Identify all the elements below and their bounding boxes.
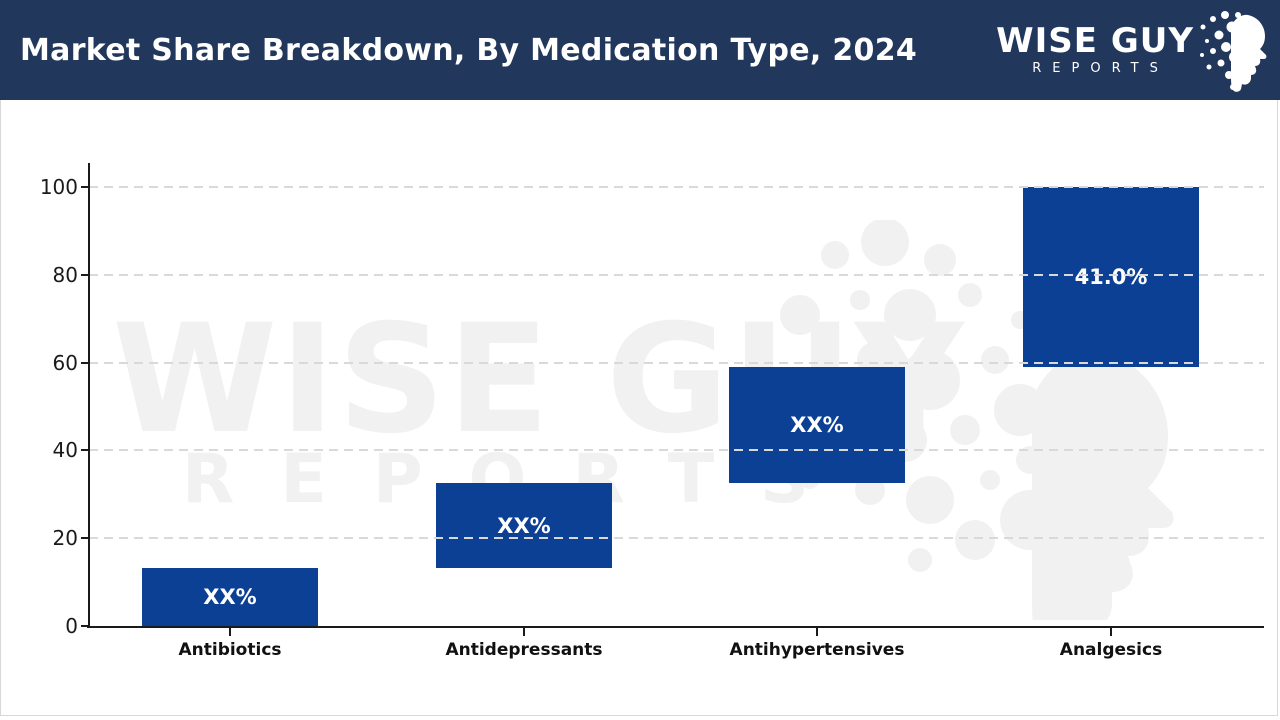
y-tick-label-0: 0 [65, 614, 78, 638]
bar-analgesics: 41.0% [1023, 187, 1199, 367]
x-tick-0 [229, 628, 231, 636]
y-axis [88, 163, 90, 628]
y-tick-label-20: 20 [52, 526, 78, 551]
x-tick-3 [1110, 628, 1112, 636]
y-tick-label-40: 40 [52, 438, 78, 463]
y-tick-label-60: 60 [52, 350, 78, 375]
y-tick-0 [81, 625, 89, 627]
y-tick-label-100: 100 [39, 175, 78, 199]
bar-value-label: XX% [203, 585, 257, 610]
y-tick-100 [81, 186, 89, 188]
x-tick-2 [816, 628, 818, 636]
logo-face-icon [1200, 11, 1267, 92]
gridline-80 [89, 273, 1264, 276]
bar-value-label: XX% [497, 513, 551, 538]
y-tick-40 [81, 449, 89, 452]
logo-subtitle: REPORTS [1032, 61, 1169, 77]
logo-text: WISE GUY REPORTS [996, 20, 1194, 77]
wiseguy-logo: WISE GUY REPORTS [996, 7, 1280, 93]
bar-antihypertensives: XX% [729, 366, 905, 484]
gridline-60 [89, 361, 1264, 364]
gridline-20 [89, 537, 1264, 540]
y-tick-80 [81, 273, 89, 276]
header-band: Market Share Breakdown, By Medication Ty… [0, 0, 1280, 100]
bar-antidepressants: XX% [436, 483, 612, 569]
x-axis [87, 626, 1264, 628]
y-tick-20 [81, 537, 89, 540]
gridline-40 [89, 449, 1264, 452]
x-category-label: Antibiotics [178, 640, 282, 660]
logo-wordmark: WISE GUY [996, 20, 1194, 61]
x-category-label: Antihypertensives [729, 640, 905, 660]
watermark-face-icon [780, 220, 1174, 620]
x-tick-1 [523, 628, 525, 636]
x-category-label: Analgesics [1059, 640, 1163, 660]
page-title: Market Share Breakdown, By Medication Ty… [20, 32, 918, 68]
bar-value-label: 41.0% [1074, 264, 1148, 289]
y-tick-label-80: 80 [52, 262, 78, 287]
gridline-100 [89, 186, 1264, 188]
bar-value-label: XX% [790, 413, 844, 438]
y-tick-60 [81, 361, 89, 364]
x-category-label: Antidepressants [445, 640, 603, 660]
bar-antibiotics: XX% [142, 568, 318, 626]
